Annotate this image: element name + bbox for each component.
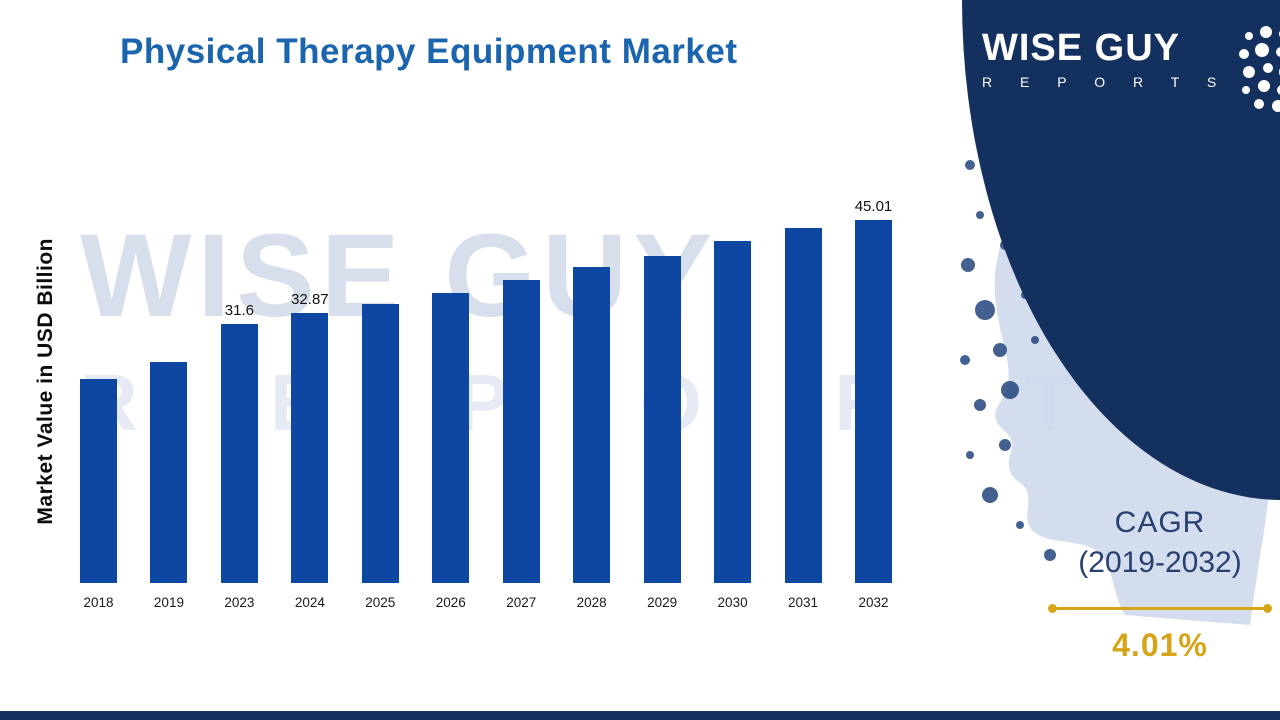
- bar: [643, 256, 681, 583]
- x-tick-label: 2026: [435, 595, 466, 610]
- bar-group: 2025: [361, 198, 399, 610]
- brand-subtitle: R E P O R T S: [982, 73, 1229, 90]
- brand-name: WISE GUY: [982, 27, 1181, 69]
- x-tick-label: 2023: [224, 595, 255, 610]
- divider-line-icon: [1057, 607, 1263, 610]
- bar-group: 2026: [432, 198, 470, 610]
- bar-value-label: 32.87: [291, 291, 329, 308]
- y-axis-label: Market Value in USD Billion: [34, 238, 57, 525]
- bar-group: 32.87 2024: [291, 198, 329, 610]
- cagr-label: CAGR: [1114, 506, 1206, 539]
- bar-value-label: 31.6: [224, 302, 254, 319]
- bar-plot: 2018 2019 31.6 2023 32.87 2024 2025 2026 2027 202…: [80, 198, 893, 610]
- cagr-block: CAGR (2019-2032) 4.01%: [1046, 506, 1274, 664]
- divider-dot-right-icon: [1263, 604, 1272, 613]
- bar-group: 2029: [643, 198, 681, 610]
- bar: [361, 304, 399, 583]
- x-tick-label: 2024: [294, 595, 325, 610]
- x-tick-label: 2019: [153, 595, 184, 610]
- x-tick-label: 2028: [576, 595, 607, 610]
- bar: [291, 313, 329, 583]
- bar: [573, 267, 611, 583]
- bar-group: 2027: [502, 198, 540, 610]
- cagr-divider: [1048, 604, 1272, 613]
- bar: [854, 220, 892, 583]
- bar-group: 2018: [80, 198, 117, 610]
- bar: [714, 241, 752, 583]
- x-tick-label: 2018: [83, 595, 114, 610]
- bar: [220, 324, 258, 583]
- x-tick-label: 2029: [647, 595, 678, 610]
- cagr-value: 4.01%: [1112, 627, 1208, 663]
- bar-group: 31.6 2023: [220, 198, 258, 610]
- cagr-range: (2019-2032): [1078, 546, 1242, 579]
- bar-group: 2031: [784, 198, 822, 610]
- bar: [150, 362, 188, 583]
- x-tick-label: 2032: [858, 595, 889, 610]
- bar-group: 2030: [714, 198, 752, 610]
- divider-dot-left-icon: [1048, 604, 1057, 613]
- bar: [432, 293, 470, 583]
- bar-group: 2028: [573, 198, 611, 610]
- brand-logo: WISE GUY R E P O R T S: [982, 26, 1280, 114]
- bar-group: 45.01 2032: [854, 198, 893, 610]
- bar: [502, 280, 540, 583]
- bar: [80, 379, 117, 583]
- x-tick-label: 2031: [788, 595, 819, 610]
- x-tick-label: 2025: [365, 595, 396, 610]
- bar-group: 2019: [150, 198, 188, 610]
- bar: [784, 228, 822, 583]
- brand-face-dots-icon: [1239, 26, 1280, 112]
- x-tick-label: 2027: [506, 595, 537, 610]
- x-tick-label: 2030: [717, 595, 748, 610]
- page-title: Physical Therapy Equipment Market: [120, 32, 738, 71]
- footer-bar: [0, 711, 1280, 720]
- bar-value-label: 45.01: [854, 198, 893, 215]
